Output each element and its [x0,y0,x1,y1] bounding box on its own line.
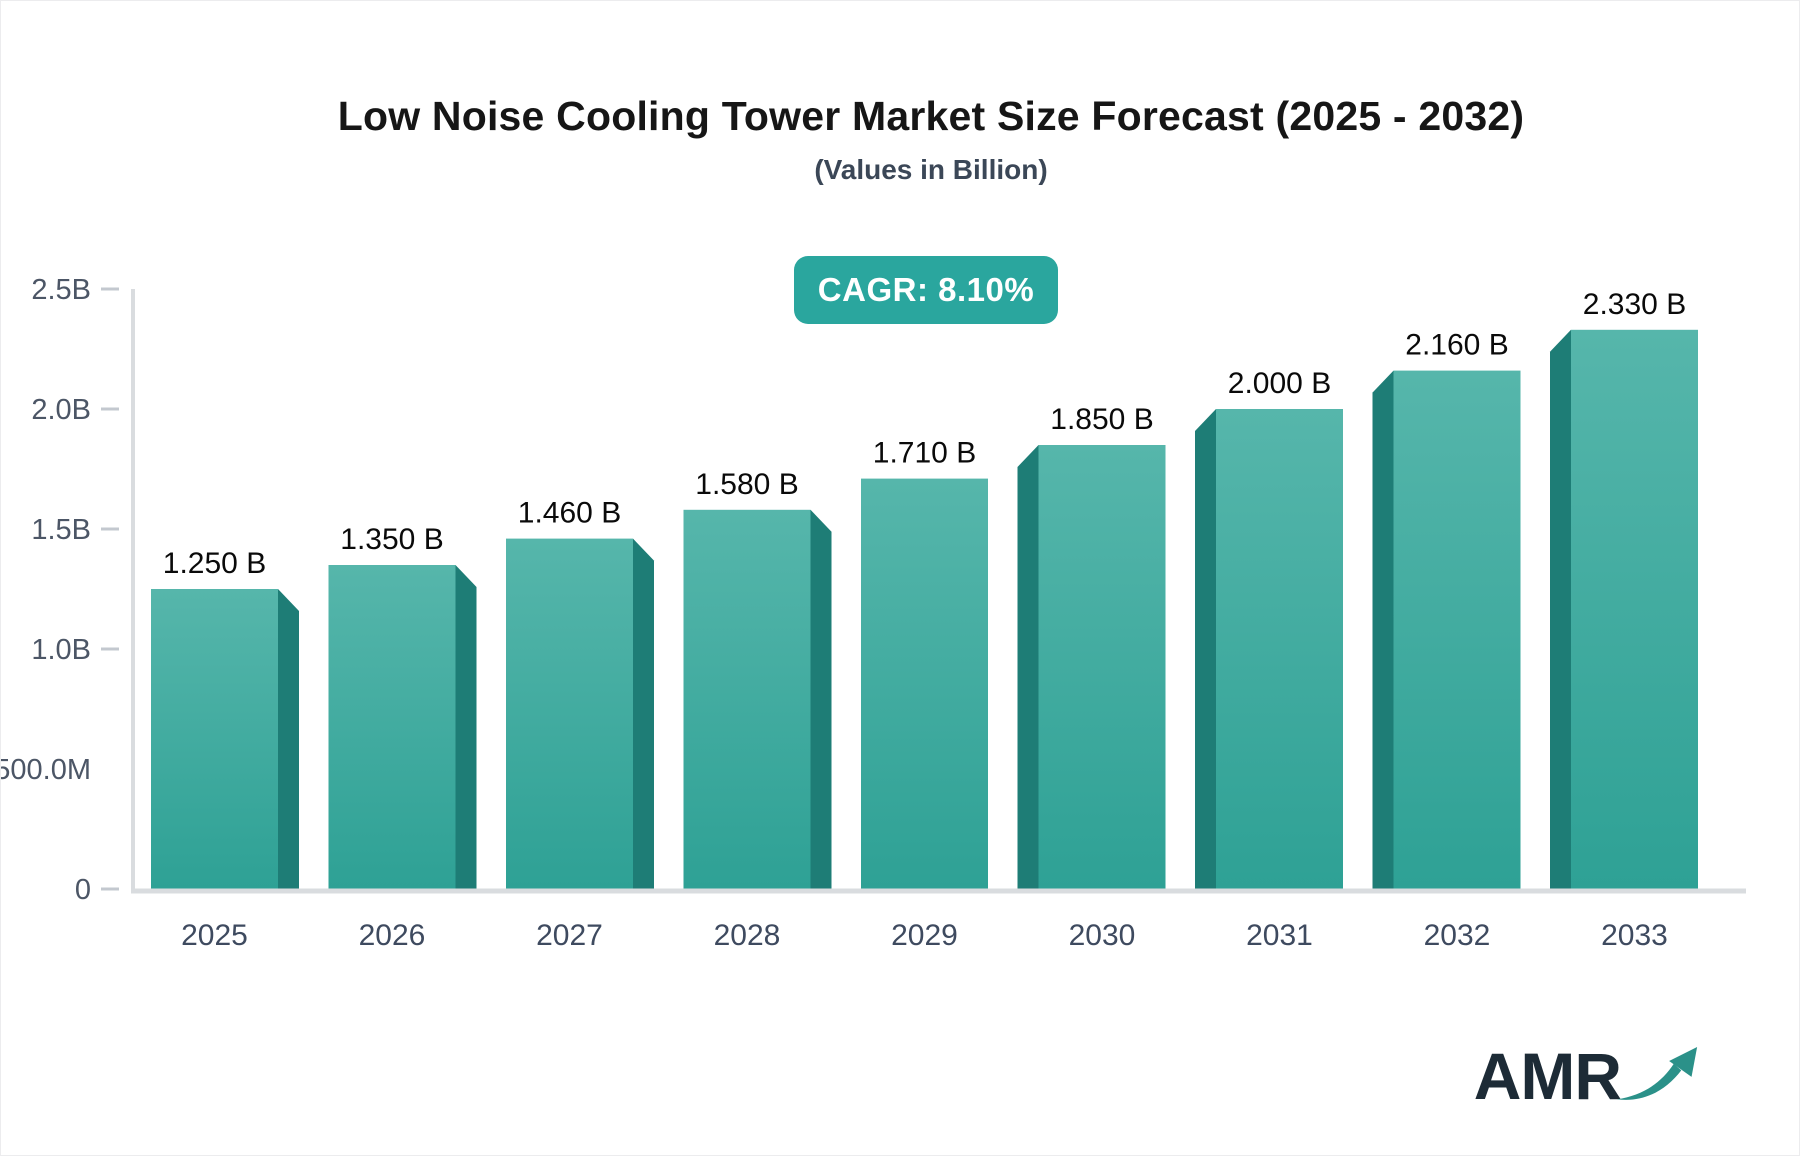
bar [1038,445,1166,889]
bar [1216,409,1343,889]
bar [328,565,456,889]
x-tick-label: 2029 [891,919,958,952]
y-tick-label: 1.0B [31,634,91,666]
bar-side-face [810,509,832,889]
bar [151,589,278,889]
bar [1393,370,1521,890]
bar-side-face [633,538,654,889]
y-tick-label: 500.0M [1,754,91,786]
y-tick-label: 2.0B [31,394,91,426]
bar-side-face [1550,329,1571,889]
x-tick-label: 2025 [181,919,248,952]
bar-side-face [455,565,477,889]
x-tick-label: 2026 [359,919,426,952]
logo-text: AMR [1473,1039,1622,1113]
bar [506,538,633,889]
x-tick-label: 2028 [714,919,781,952]
y-tick-label: 2.5B [31,274,91,306]
bar-side-face [278,589,299,889]
bar-side-face [1017,445,1039,889]
logo-arrow-icon [1616,1047,1698,1100]
bar-value-label: 1.460 B [518,497,621,530]
bar-side-face [1195,409,1216,889]
bar [861,478,988,889]
x-tick-label: 2030 [1069,919,1136,952]
x-tick-label: 2027 [536,919,603,952]
bar-value-label: 2.000 B [1228,367,1331,400]
chart-header: Low Noise Cooling Tower Market Size Fore… [61,1,1800,186]
chart-subtitle: (Values in Billion) [814,154,1048,185]
y-tick-label: 1.5B [31,514,91,546]
bar-value-label: 1.350 B [340,523,443,556]
chart-title: Low Noise Cooling Tower Market Size Fore… [337,93,1525,139]
bar-side-face [1372,370,1394,890]
bar-value-label: 1.850 B [1050,403,1153,436]
cagr-badge: CAGR: 8.10% [794,256,1058,324]
bar-value-label: 1.580 B [695,468,798,501]
bar-value-label: 1.710 B [873,437,976,470]
bar-value-label: 2.330 B [1583,288,1686,321]
x-tick-label: 2033 [1601,919,1668,952]
cagr-badge-label: CAGR: 8.10% [817,271,1035,308]
brand-logo: AMR [1474,1043,1699,1109]
bar-value-label: 2.160 B [1405,329,1508,362]
x-tick-label: 2031 [1246,919,1313,952]
x-tick-label: 2032 [1424,919,1491,952]
bar [1571,329,1698,889]
y-tick-label: 0 [75,874,91,906]
bar-value-label: 1.250 B [163,547,266,580]
bar [683,509,811,889]
